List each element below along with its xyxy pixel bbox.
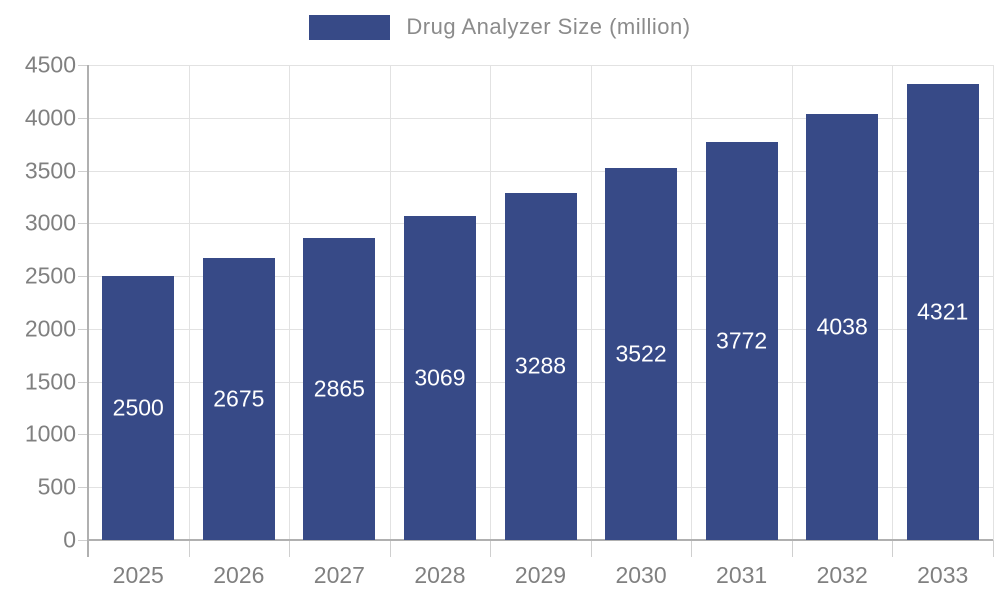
bar-value-label: 3069	[414, 364, 466, 391]
x-gridline	[389, 65, 391, 540]
x-gridline	[289, 65, 291, 540]
x-gridline	[993, 65, 994, 540]
x-axis-tick	[389, 540, 391, 557]
bar	[605, 168, 678, 540]
bar-value-label: 3288	[514, 352, 567, 379]
y-axis-label: 2000	[24, 315, 76, 342]
y-gridline	[88, 65, 993, 66]
y-gridline	[88, 170, 993, 172]
x-axis-line	[88, 539, 993, 541]
y-gridline	[88, 117, 993, 119]
x-axis-label: 2033	[917, 562, 969, 588]
bar	[705, 141, 778, 540]
x-axis-tick	[791, 540, 793, 557]
x-gridline	[691, 65, 693, 540]
x-axis-label: 2025	[112, 562, 164, 588]
x-axis-tick	[490, 540, 492, 557]
y-axis-label: 0	[63, 526, 76, 553]
x-gridline	[791, 65, 793, 540]
x-axis-label: 2030	[615, 562, 667, 588]
bar-value-label: 4321	[917, 298, 969, 325]
y-axis-line	[87, 65, 89, 557]
y-axis-tick	[78, 170, 88, 172]
y-axis-label: 500	[37, 473, 76, 500]
x-axis-label: 2031	[716, 562, 768, 588]
y-axis-label: 1500	[24, 368, 76, 395]
y-axis-tick	[78, 223, 88, 225]
bar-value-label: 2675	[213, 385, 265, 412]
y-axis-label: 3500	[24, 157, 76, 184]
x-gridline	[490, 65, 492, 540]
bar-value-label: 2865	[313, 375, 365, 402]
x-axis-label: 2029	[514, 562, 567, 588]
x-axis-tick	[691, 540, 693, 557]
x-axis-label: 2026	[213, 562, 265, 588]
bar	[202, 257, 275, 540]
bar-value-label: 3522	[615, 340, 667, 367]
legend-swatch	[309, 14, 391, 40]
bar	[102, 276, 175, 540]
y-axis-tick	[78, 381, 88, 383]
bar-value-label: 4038	[816, 313, 868, 340]
x-gridline	[892, 65, 894, 540]
bar	[906, 83, 979, 540]
y-axis-tick	[78, 328, 88, 330]
legend-label: Drug Analyzer Size (million)	[406, 14, 691, 39]
x-axis-tick	[993, 540, 994, 557]
y-axis-tick	[78, 540, 88, 541]
y-axis-label: 1000	[24, 420, 76, 447]
x-gridline	[188, 65, 190, 540]
y-axis-tick	[78, 65, 88, 66]
y-axis-tick	[78, 276, 88, 278]
bar-value-label: 2500	[112, 394, 164, 421]
x-gridline	[590, 65, 592, 540]
x-axis-tick	[590, 540, 592, 557]
x-axis-label: 2028	[414, 562, 466, 588]
bar	[504, 192, 577, 540]
x-axis-tick	[892, 540, 894, 557]
y-axis-tick	[78, 434, 88, 436]
y-axis-tick	[78, 117, 88, 119]
y-axis-label: 4000	[24, 104, 76, 131]
y-axis-label: 4500	[24, 51, 76, 78]
x-axis-tick	[289, 540, 291, 557]
y-axis-label: 3000	[24, 209, 76, 236]
chart-legend: Drug Analyzer Size (million)	[0, 14, 1000, 40]
bar	[303, 237, 376, 540]
y-axis-tick	[78, 487, 88, 489]
bar	[806, 113, 879, 540]
x-axis-tick	[188, 540, 190, 557]
x-axis-label: 2027	[313, 562, 365, 588]
y-axis-label: 2500	[24, 262, 76, 289]
x-axis-label: 2032	[816, 562, 868, 588]
bar	[403, 216, 476, 540]
bar-value-label: 3772	[716, 327, 768, 354]
